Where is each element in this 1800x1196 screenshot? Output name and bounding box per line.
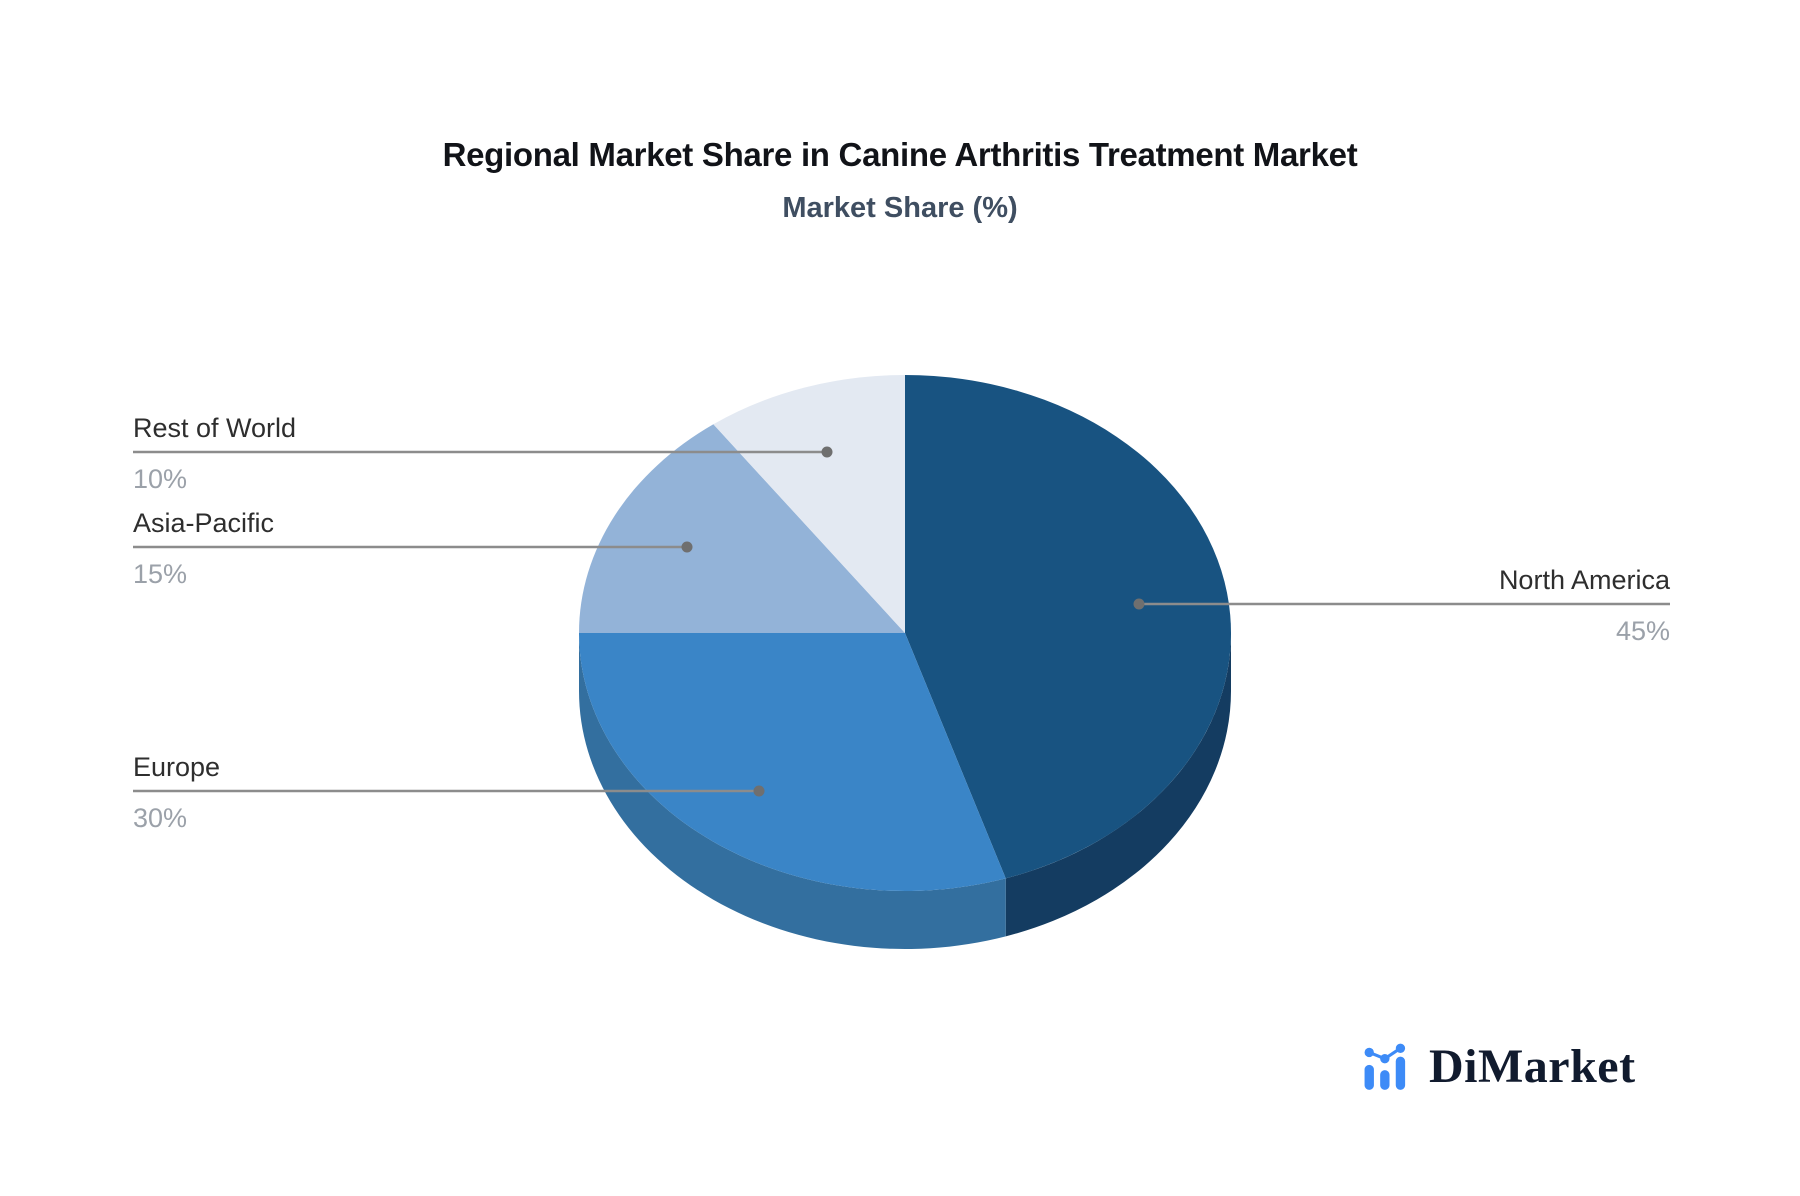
slice-label-rest-of-world: Rest of World	[133, 413, 297, 443]
slice-label-asia-pacific: Asia-Pacific	[133, 508, 275, 538]
pie-slice-side-europe	[579, 633, 1006, 949]
slice-value-europe: 30%	[133, 803, 188, 833]
bar-chart-icon	[1364, 1043, 1406, 1090]
brand-logo-text: DiMarket	[1429, 1040, 1636, 1093]
pie-slice-asia-pacific[interactable]	[579, 424, 905, 633]
slice-value-asia-pacific: 15%	[133, 559, 188, 589]
slice-label-europe: Europe	[133, 752, 221, 782]
pie-slice-rest-of-world[interactable]	[713, 375, 905, 633]
chart-title: Regional Market Share in Canine Arthriti…	[442, 136, 1358, 173]
leader-dot-north-america	[1133, 598, 1145, 610]
pie-slice-north-america[interactable]	[905, 375, 1231, 879]
brand-logo: DiMarket	[1363, 1042, 1636, 1092]
leader-dot-rest-of-world	[821, 446, 833, 458]
chart-subtitle: Market Share (%)	[782, 192, 1018, 224]
leader-dot-asia-pacific	[681, 541, 693, 553]
pie-slice-europe[interactable]	[579, 633, 1006, 891]
slice-value-rest-of-world: 10%	[133, 464, 188, 494]
slice-label-north-america: North America	[1498, 565, 1670, 595]
pie-slice-side-north-america	[1005, 633, 1231, 937]
slice-value-north-america: 45%	[1615, 616, 1670, 646]
leader-dot-europe	[753, 785, 765, 797]
